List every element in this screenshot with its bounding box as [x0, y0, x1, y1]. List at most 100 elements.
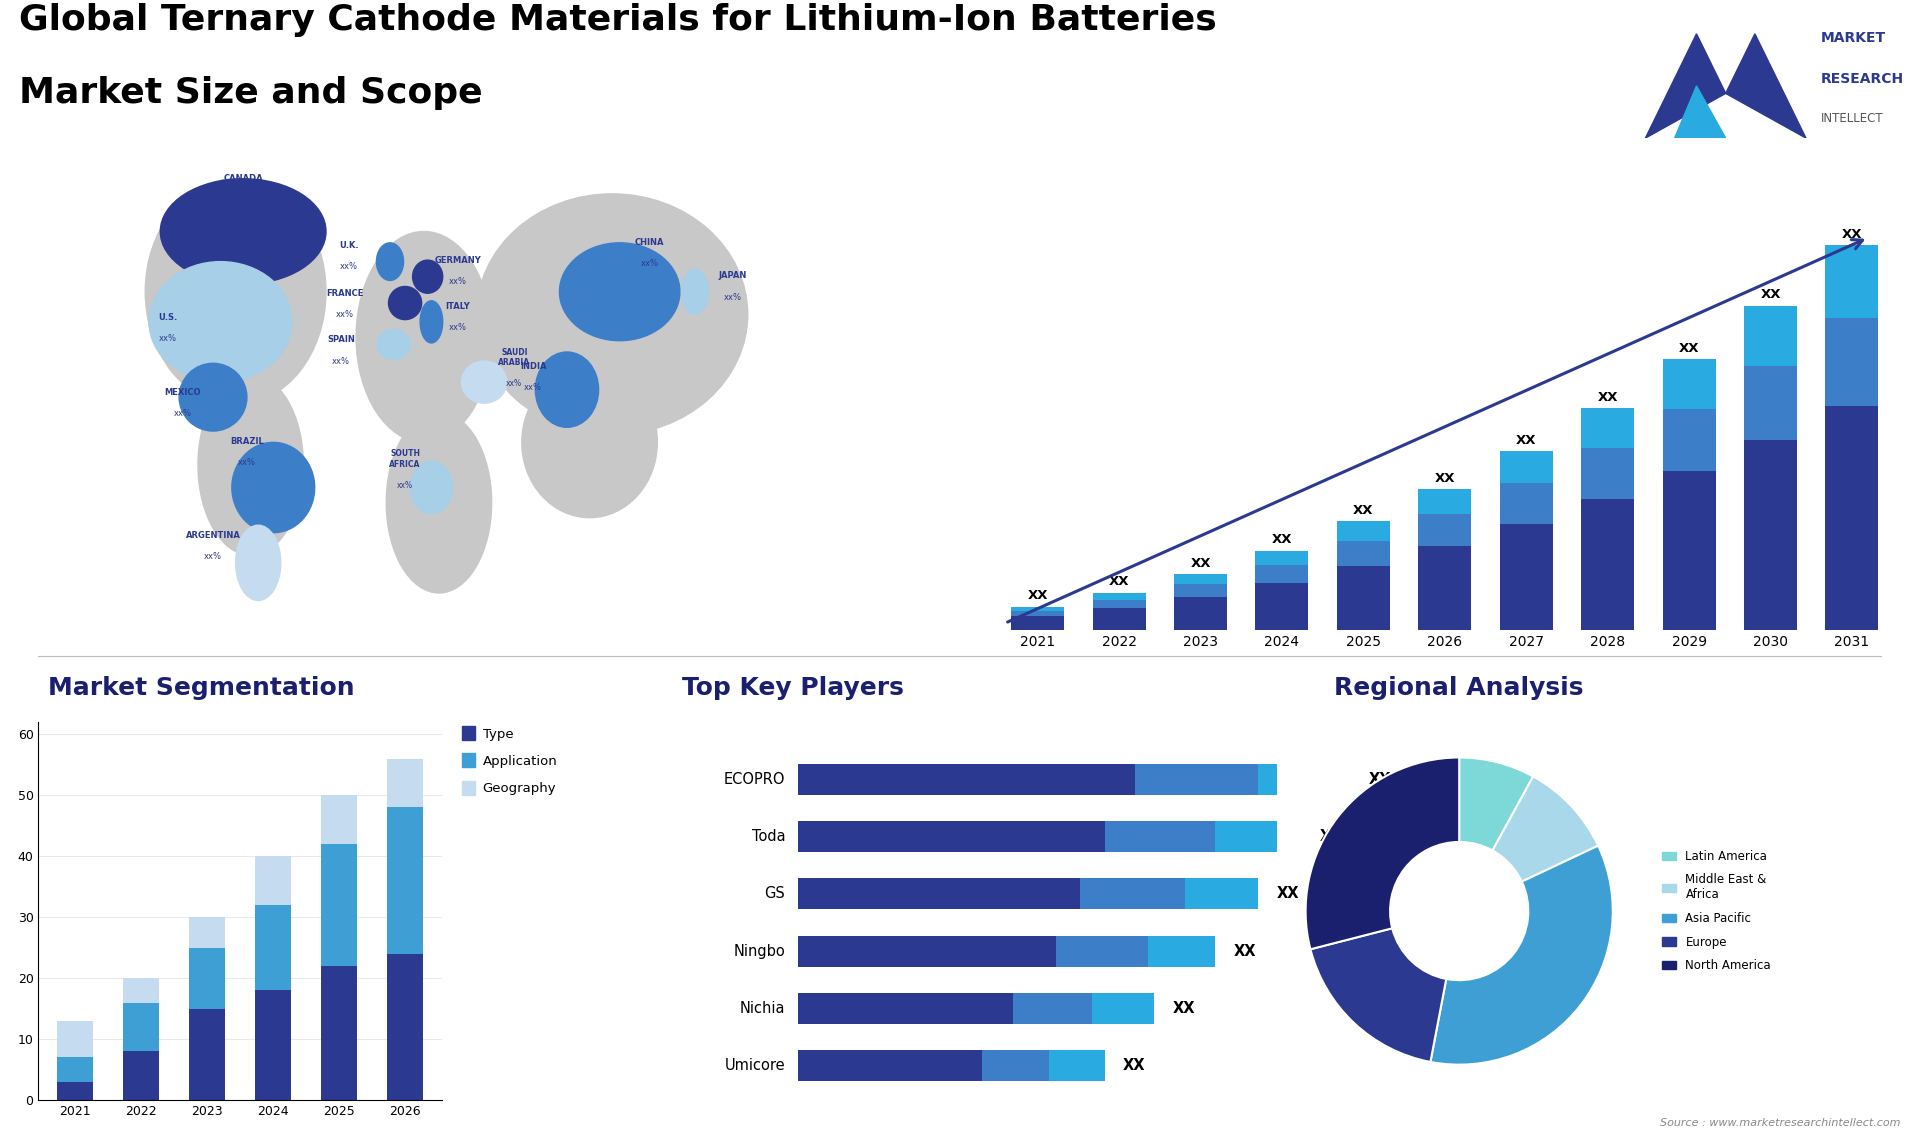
Bar [1582, 408, 1634, 448]
Text: INTELLECT: INTELLECT [1820, 112, 1884, 125]
Text: U.S.: U.S. [157, 313, 177, 322]
Bar [388, 759, 422, 808]
Bar [1663, 359, 1716, 409]
Text: Umicore: Umicore [724, 1058, 785, 1074]
Text: GERMANY: GERMANY [434, 257, 482, 266]
Bar [797, 935, 1056, 967]
Bar [1050, 1050, 1104, 1082]
Bar [255, 905, 292, 990]
Ellipse shape [411, 461, 453, 513]
Polygon shape [1674, 86, 1726, 139]
Bar [1500, 484, 1553, 524]
Bar [1092, 599, 1146, 607]
Bar [1092, 592, 1146, 599]
Bar [1743, 440, 1797, 630]
Ellipse shape [522, 367, 657, 518]
Wedge shape [1459, 758, 1534, 850]
Bar [1419, 489, 1471, 515]
Text: ARGENTINA: ARGENTINA [186, 532, 240, 540]
Text: Top Key Players: Top Key Players [682, 676, 904, 699]
Bar [1092, 607, 1146, 630]
Text: XX: XX [1319, 829, 1342, 845]
Text: MARKET: MARKET [1820, 31, 1885, 46]
Bar [1256, 582, 1308, 630]
Text: XX: XX [1761, 289, 1780, 301]
Text: SPAIN: SPAIN [326, 336, 355, 345]
Ellipse shape [376, 329, 411, 360]
Ellipse shape [536, 352, 599, 427]
Text: Market Segmentation: Market Segmentation [48, 676, 355, 699]
Text: xx%: xx% [175, 409, 192, 418]
Text: GS: GS [764, 886, 785, 902]
Text: XX: XX [1597, 391, 1619, 403]
Ellipse shape [355, 231, 492, 442]
Bar [1419, 547, 1471, 630]
Text: xx%: xx% [641, 259, 659, 268]
Text: xx%: xx% [449, 277, 467, 286]
Text: CANADA: CANADA [223, 173, 263, 182]
Text: xx%: xx% [397, 481, 413, 489]
Bar [123, 1051, 159, 1100]
Text: xx%: xx% [204, 552, 223, 562]
Bar [1500, 452, 1553, 484]
Bar [255, 856, 292, 905]
Bar [1081, 878, 1185, 910]
Bar [1056, 935, 1148, 967]
Bar [1826, 407, 1878, 630]
Bar [1663, 471, 1716, 630]
Text: xx%: xx% [507, 379, 522, 388]
Bar [1256, 565, 1308, 582]
Text: XX: XX [1190, 557, 1212, 570]
Text: Regional Analysis: Regional Analysis [1334, 676, 1584, 699]
Bar [797, 821, 1104, 853]
Bar [1336, 541, 1390, 566]
Ellipse shape [461, 361, 507, 403]
Bar [1826, 245, 1878, 319]
Text: Source : www.marketresearchintellect.com: Source : www.marketresearchintellect.com [1661, 1118, 1901, 1128]
Bar [1173, 574, 1227, 584]
Ellipse shape [159, 179, 326, 284]
Wedge shape [1306, 758, 1459, 949]
Bar [123, 1003, 159, 1051]
Text: XX: XX [1841, 228, 1862, 241]
Ellipse shape [420, 300, 444, 343]
Text: MEXICO: MEXICO [165, 388, 202, 398]
Text: SOUTH
AFRICA: SOUTH AFRICA [390, 449, 420, 469]
Bar [388, 953, 422, 1100]
Text: XX: XX [1110, 575, 1129, 588]
Ellipse shape [388, 286, 422, 320]
Text: XX: XX [1271, 533, 1292, 547]
Bar [797, 992, 1012, 1025]
Bar [1826, 319, 1878, 407]
Ellipse shape [476, 194, 747, 434]
Text: xx%: xx% [340, 262, 357, 272]
Bar [255, 990, 292, 1100]
Text: xx%: xx% [336, 309, 353, 319]
Text: XX: XX [1354, 504, 1373, 517]
Text: Toda: Toda [751, 829, 785, 845]
Ellipse shape [198, 375, 303, 556]
Ellipse shape [146, 179, 326, 405]
Bar [58, 1021, 92, 1058]
Bar [1173, 584, 1227, 597]
Ellipse shape [150, 261, 292, 382]
Text: Nichia: Nichia [739, 1000, 785, 1017]
Text: CHINA: CHINA [636, 237, 664, 246]
Text: XX: XX [1173, 1000, 1194, 1017]
Bar [188, 1008, 225, 1100]
Ellipse shape [559, 243, 680, 340]
Bar [1012, 606, 1064, 611]
Bar [1336, 521, 1390, 541]
Wedge shape [1430, 846, 1613, 1065]
Bar [1012, 617, 1064, 630]
Ellipse shape [413, 260, 444, 293]
Text: XX: XX [1123, 1058, 1146, 1074]
Legend: Latin America, Middle East &
Africa, Asia Pacific, Europe, North America: Latin America, Middle East & Africa, Asi… [1657, 845, 1776, 978]
Bar [1743, 306, 1797, 366]
Text: xx%: xx% [332, 356, 349, 366]
Text: ITALY: ITALY [445, 301, 470, 311]
Text: JAPAN: JAPAN [718, 272, 747, 281]
Text: Ningbo: Ningbo [733, 943, 785, 959]
Text: INDIA: INDIA [520, 362, 547, 371]
Text: xx%: xx% [238, 458, 255, 468]
